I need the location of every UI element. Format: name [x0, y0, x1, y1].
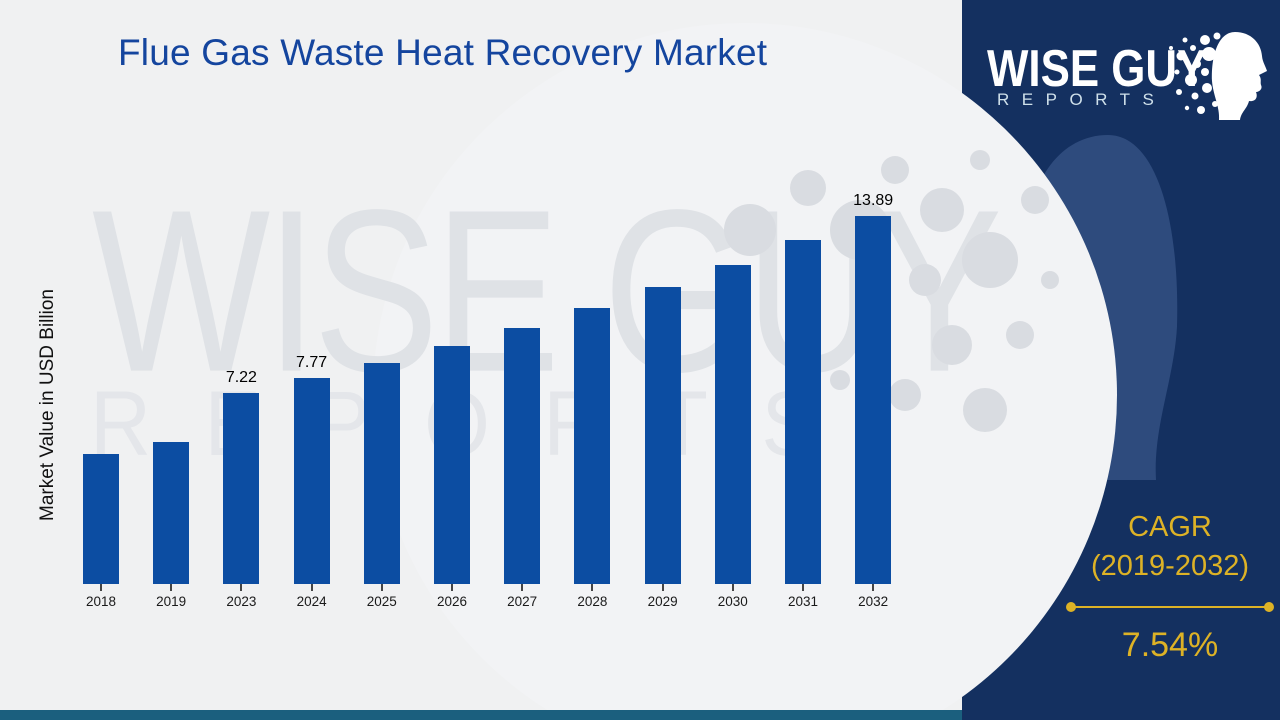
x-axis-label-2028: 2028: [577, 594, 608, 609]
x-axis-label-2018: 2018: [85, 594, 117, 609]
bar-value-label-2023: 7.22: [225, 368, 257, 386]
x-axis-label-2029: 2029: [647, 594, 678, 609]
bar-2018: [83, 453, 119, 584]
logo-sub-text: REPORTS: [997, 90, 1167, 109]
line-endpoint-dot: [1264, 602, 1274, 612]
bar-2026: [434, 346, 470, 584]
bar-2032: [855, 216, 892, 584]
x-axis-label-2019: 2019: [156, 594, 187, 609]
bar-2019: [153, 441, 190, 584]
bar-2027: [504, 328, 541, 584]
cagr-block: CAGR (2019-2032) 7.54%: [1064, 508, 1276, 665]
x-axis-label-2027: 2027: [507, 594, 538, 609]
x-axis-tick: [380, 584, 383, 591]
x-axis-label-2023: 2023: [226, 594, 257, 609]
bar-2025: [363, 362, 400, 584]
logo-head-profile-icon: [1167, 32, 1267, 120]
x-axis-tick: [802, 584, 804, 591]
cagr-period: (2019-2032): [1091, 550, 1249, 582]
cagr-label: CAGR: [1128, 511, 1212, 543]
bar-value-label-2024: 7.77: [296, 354, 328, 372]
chart-title: Flue Gas Waste Heat Recovery Market: [118, 32, 768, 73]
x-axis-label-2026: 2026: [436, 594, 468, 609]
x-axis-tick: [451, 584, 453, 591]
cagr-divider-line: [1066, 602, 1274, 612]
bar-2030: [714, 265, 751, 584]
x-axis-tick: [661, 584, 664, 591]
x-axis-label-2025: 2025: [366, 594, 397, 609]
x-axis-tick: [521, 584, 524, 591]
bar-value-label-2032: 13.89: [853, 192, 894, 209]
bar-2028: [574, 307, 611, 584]
x-axis-label-2030: 2030: [717, 594, 748, 609]
x-axis-tick: [170, 584, 173, 591]
x-axis-tick: [310, 584, 313, 591]
bar-2031: [785, 240, 821, 584]
bar-2024: [293, 378, 330, 584]
x-axis-tick: [591, 584, 594, 591]
x-axis-tick: [731, 584, 734, 591]
x-axis-label-2032: 2032: [858, 594, 889, 609]
bar-2029: [644, 287, 681, 584]
wiseguy-logo: WISE GUY REPORTS: [985, 28, 1270, 123]
bar-2023: [223, 392, 260, 584]
x-axis-tick: [240, 584, 243, 591]
bottom-accent-strip: [0, 710, 962, 720]
line-endpoint-dot: [1066, 602, 1076, 612]
watermark-dots-icon: [724, 150, 1059, 432]
y-axis-label: Market Value in USD Billion: [37, 289, 58, 521]
x-axis-tick: [872, 584, 875, 591]
x-axis-label-2024: 2024: [296, 594, 327, 609]
x-axis-tick: [100, 584, 102, 591]
x-axis-label-2031: 2031: [787, 594, 819, 609]
cagr-value: 7.54%: [1121, 626, 1219, 664]
